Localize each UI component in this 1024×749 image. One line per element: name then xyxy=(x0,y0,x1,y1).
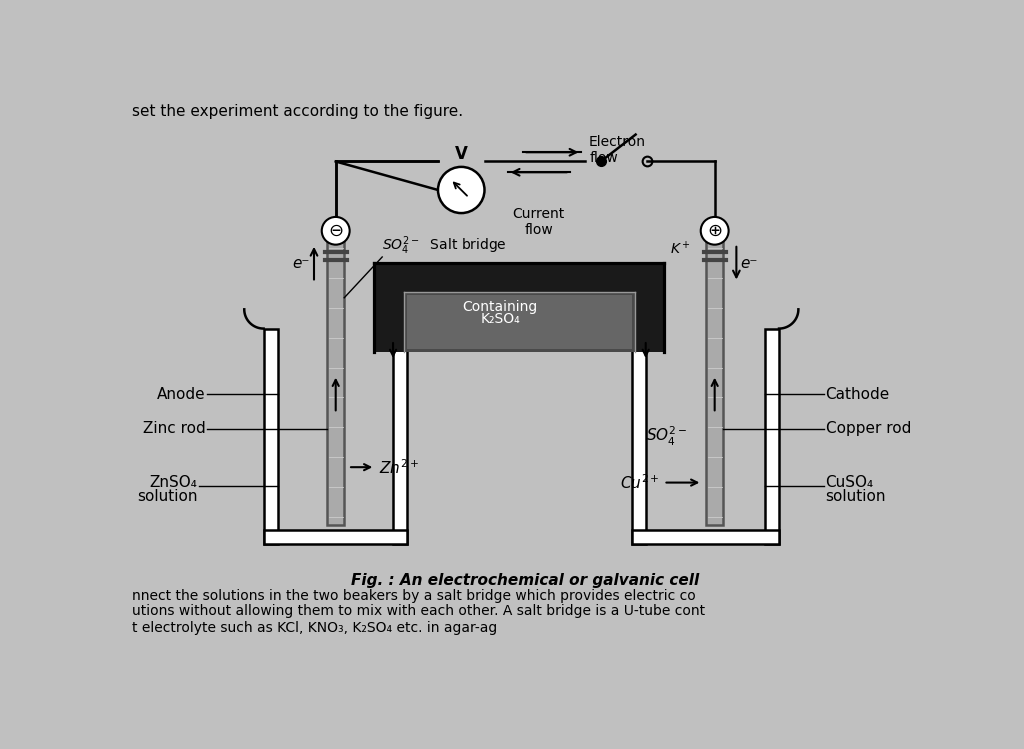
Text: Current
flow: Current flow xyxy=(513,207,565,237)
Text: solution: solution xyxy=(137,489,198,504)
Bar xyxy=(765,329,779,545)
Text: CuSO₄: CuSO₄ xyxy=(825,475,873,490)
Text: Electron
flow: Electron flow xyxy=(589,135,646,165)
Bar xyxy=(375,263,665,352)
Bar xyxy=(632,329,646,545)
Text: t electrolyte such as KCl, KNO₃, K₂SO₄ etc. in agar-ag: t electrolyte such as KCl, KNO₃, K₂SO₄ e… xyxy=(132,621,497,635)
Text: Cathode: Cathode xyxy=(825,386,890,401)
Text: V: V xyxy=(455,145,468,163)
Text: Containing: Containing xyxy=(463,300,538,314)
Bar xyxy=(407,295,632,348)
Text: $K^+$: $K^+$ xyxy=(671,240,691,257)
Text: Copper rod: Copper rod xyxy=(825,421,911,436)
Text: Zinc rod: Zinc rod xyxy=(142,421,206,436)
Text: $Cu^{2+}$: $Cu^{2+}$ xyxy=(620,473,659,492)
Text: K₂SO₄: K₂SO₄ xyxy=(480,312,520,327)
Bar xyxy=(707,240,723,525)
Text: solution: solution xyxy=(825,489,886,504)
Bar xyxy=(328,240,344,525)
Text: ⊖: ⊖ xyxy=(328,222,343,240)
Text: nnect the solutions in the two beakers by a salt bridge which provides electric : nnect the solutions in the two beakers b… xyxy=(132,589,695,603)
Bar xyxy=(263,530,407,545)
Circle shape xyxy=(438,167,484,213)
Bar xyxy=(393,329,407,545)
Bar xyxy=(403,292,635,352)
Text: ZnSO₄: ZnSO₄ xyxy=(150,475,198,490)
Text: e⁻: e⁻ xyxy=(293,255,310,270)
Text: $Zn^{2+}$: $Zn^{2+}$ xyxy=(379,458,419,476)
Bar xyxy=(263,329,278,545)
Bar xyxy=(632,530,779,545)
Text: $SO_4^{2-}$: $SO_4^{2-}$ xyxy=(646,425,687,448)
Text: Anode: Anode xyxy=(157,386,206,401)
Circle shape xyxy=(322,217,349,245)
Text: Fig. : An electrochemical or galvanic cell: Fig. : An electrochemical or galvanic ce… xyxy=(350,574,699,589)
Text: ⊕: ⊕ xyxy=(708,222,722,240)
Text: set the experiment according to the figure.: set the experiment according to the figu… xyxy=(132,104,463,119)
Circle shape xyxy=(700,217,729,245)
Text: utions without allowing them to mix with each other. A salt bridge is a U-tube c: utions without allowing them to mix with… xyxy=(132,604,705,618)
Text: e⁻: e⁻ xyxy=(740,255,758,270)
Text: $SO_4^{2-}$  Salt bridge: $SO_4^{2-}$ Salt bridge xyxy=(382,234,507,257)
